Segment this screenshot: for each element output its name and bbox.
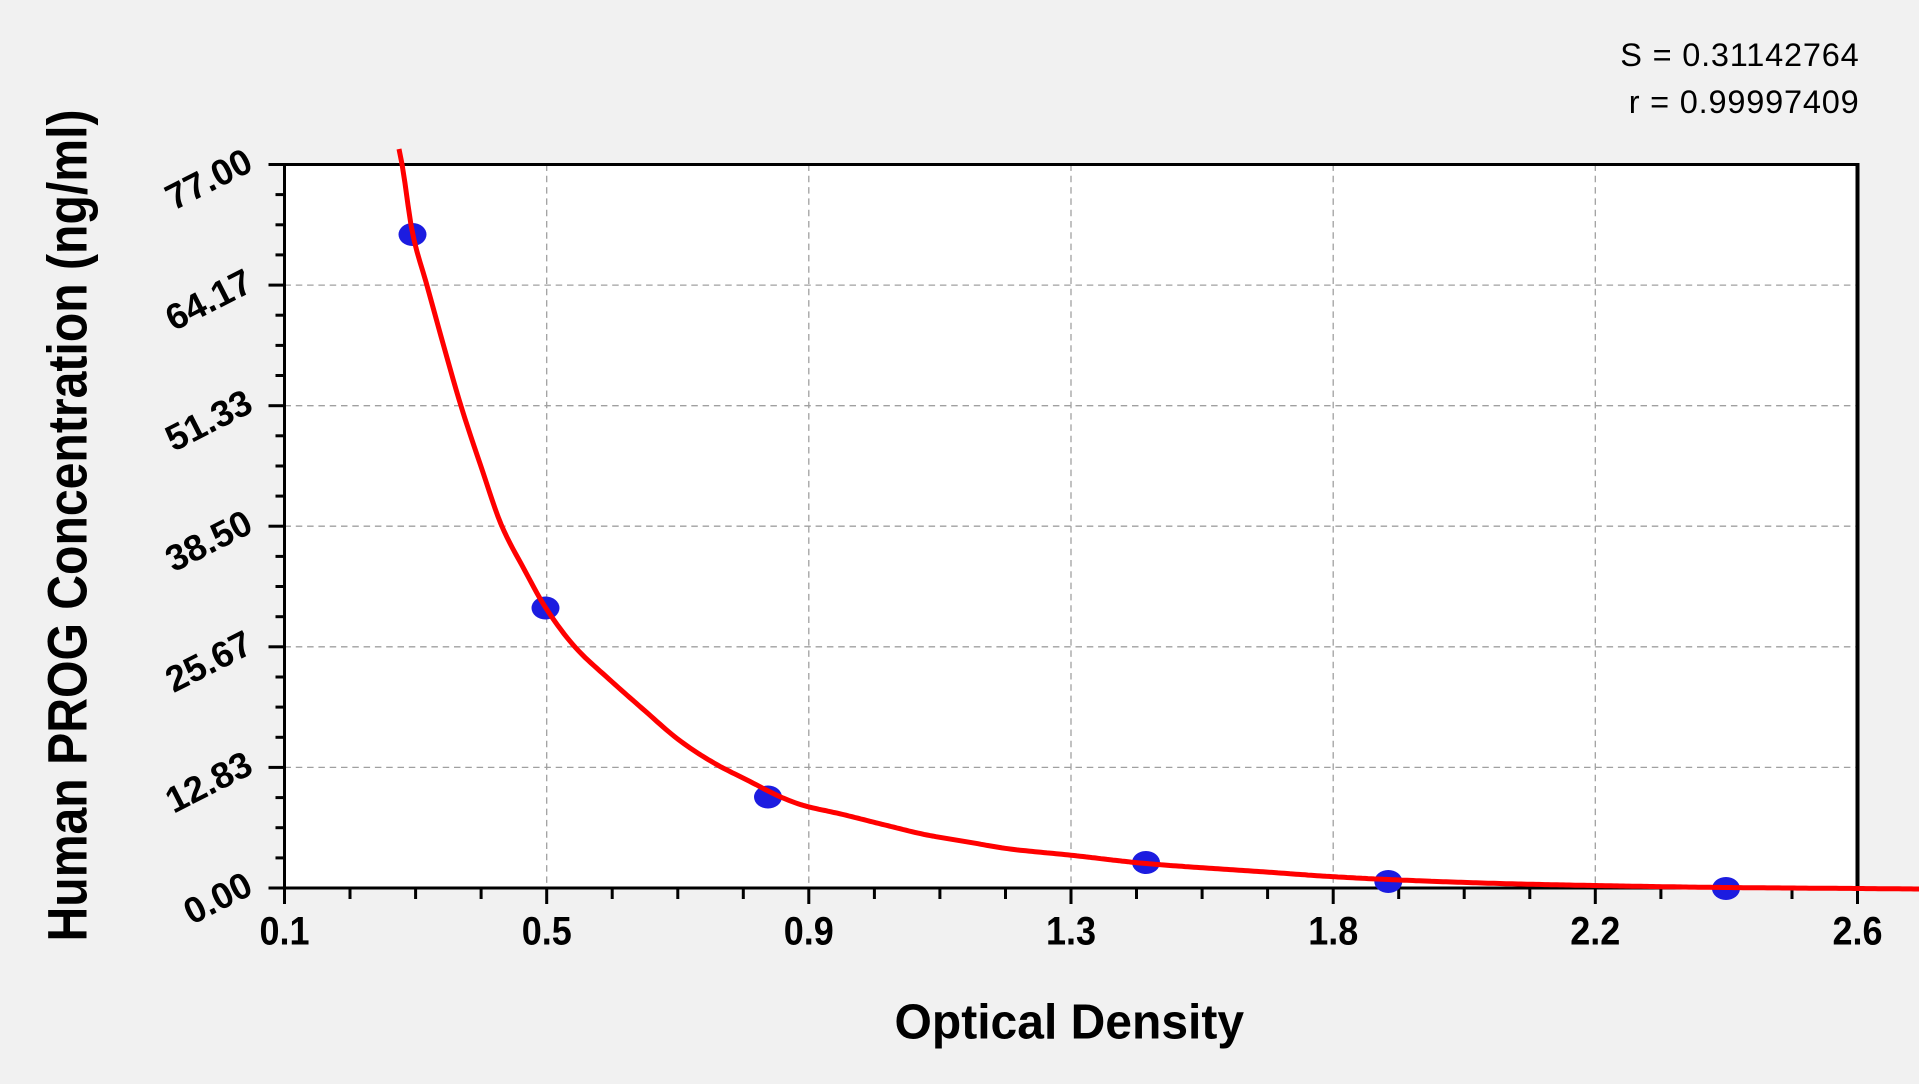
svg-text:1.3: 1.3: [1046, 910, 1096, 954]
svg-text:0.5: 0.5: [522, 910, 572, 954]
svg-text:1.8: 1.8: [1308, 910, 1358, 954]
svg-text:Human PROG Concentration (ng/m: Human PROG Concentration (ng/ml): [37, 110, 99, 942]
svg-text:Optical Density: Optical Density: [895, 995, 1245, 1050]
svg-text:S = 0.31142764: S = 0.31142764: [1620, 37, 1859, 73]
svg-text:2.2: 2.2: [1570, 910, 1620, 954]
svg-text:0.1: 0.1: [259, 910, 309, 954]
svg-text:0.9: 0.9: [784, 910, 834, 954]
svg-text:2.6: 2.6: [1832, 910, 1882, 954]
svg-text:r = 0.99997409: r = 0.99997409: [1629, 84, 1860, 120]
